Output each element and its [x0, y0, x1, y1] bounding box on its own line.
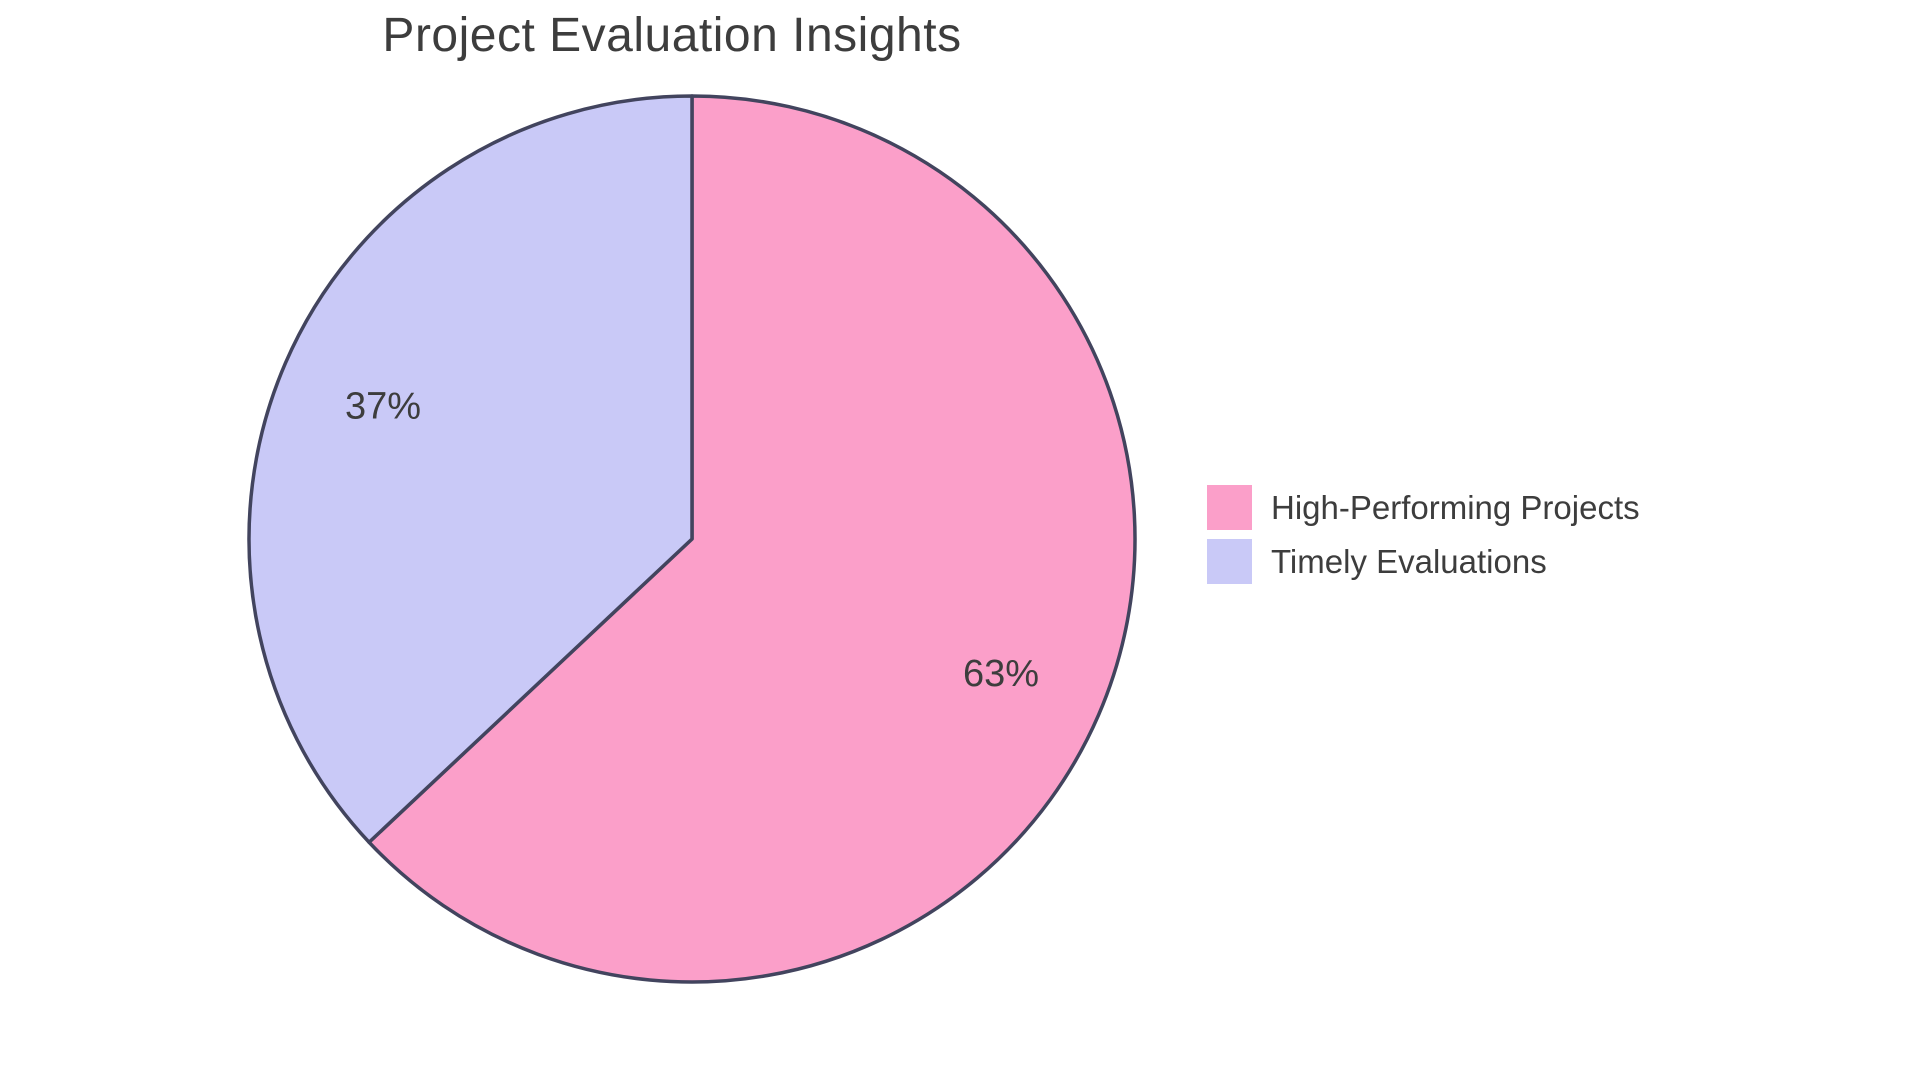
chart-title: Project Evaluation Insights: [382, 9, 962, 62]
pie-slice-timely-evaluations: [247, 94, 694, 844]
slice-percent-label: 63%: [963, 653, 1039, 695]
legend-item: High-Performing Projects: [1207, 485, 1640, 530]
pie-slice-high-performing-projects: [367, 94, 1137, 984]
legend-swatch-high-performing-projects: [1207, 485, 1252, 530]
slice-percent-label: 37%: [345, 386, 421, 428]
legend-label: Timely Evaluations: [1271, 542, 1547, 580]
legend-item: Timely Evaluations: [1207, 539, 1640, 584]
legend-swatch-timely-evaluations: [1207, 539, 1252, 584]
legend-label: High-Performing Projects: [1271, 488, 1640, 526]
legend: High-Performing Projects Timely Evaluati…: [1207, 485, 1640, 593]
